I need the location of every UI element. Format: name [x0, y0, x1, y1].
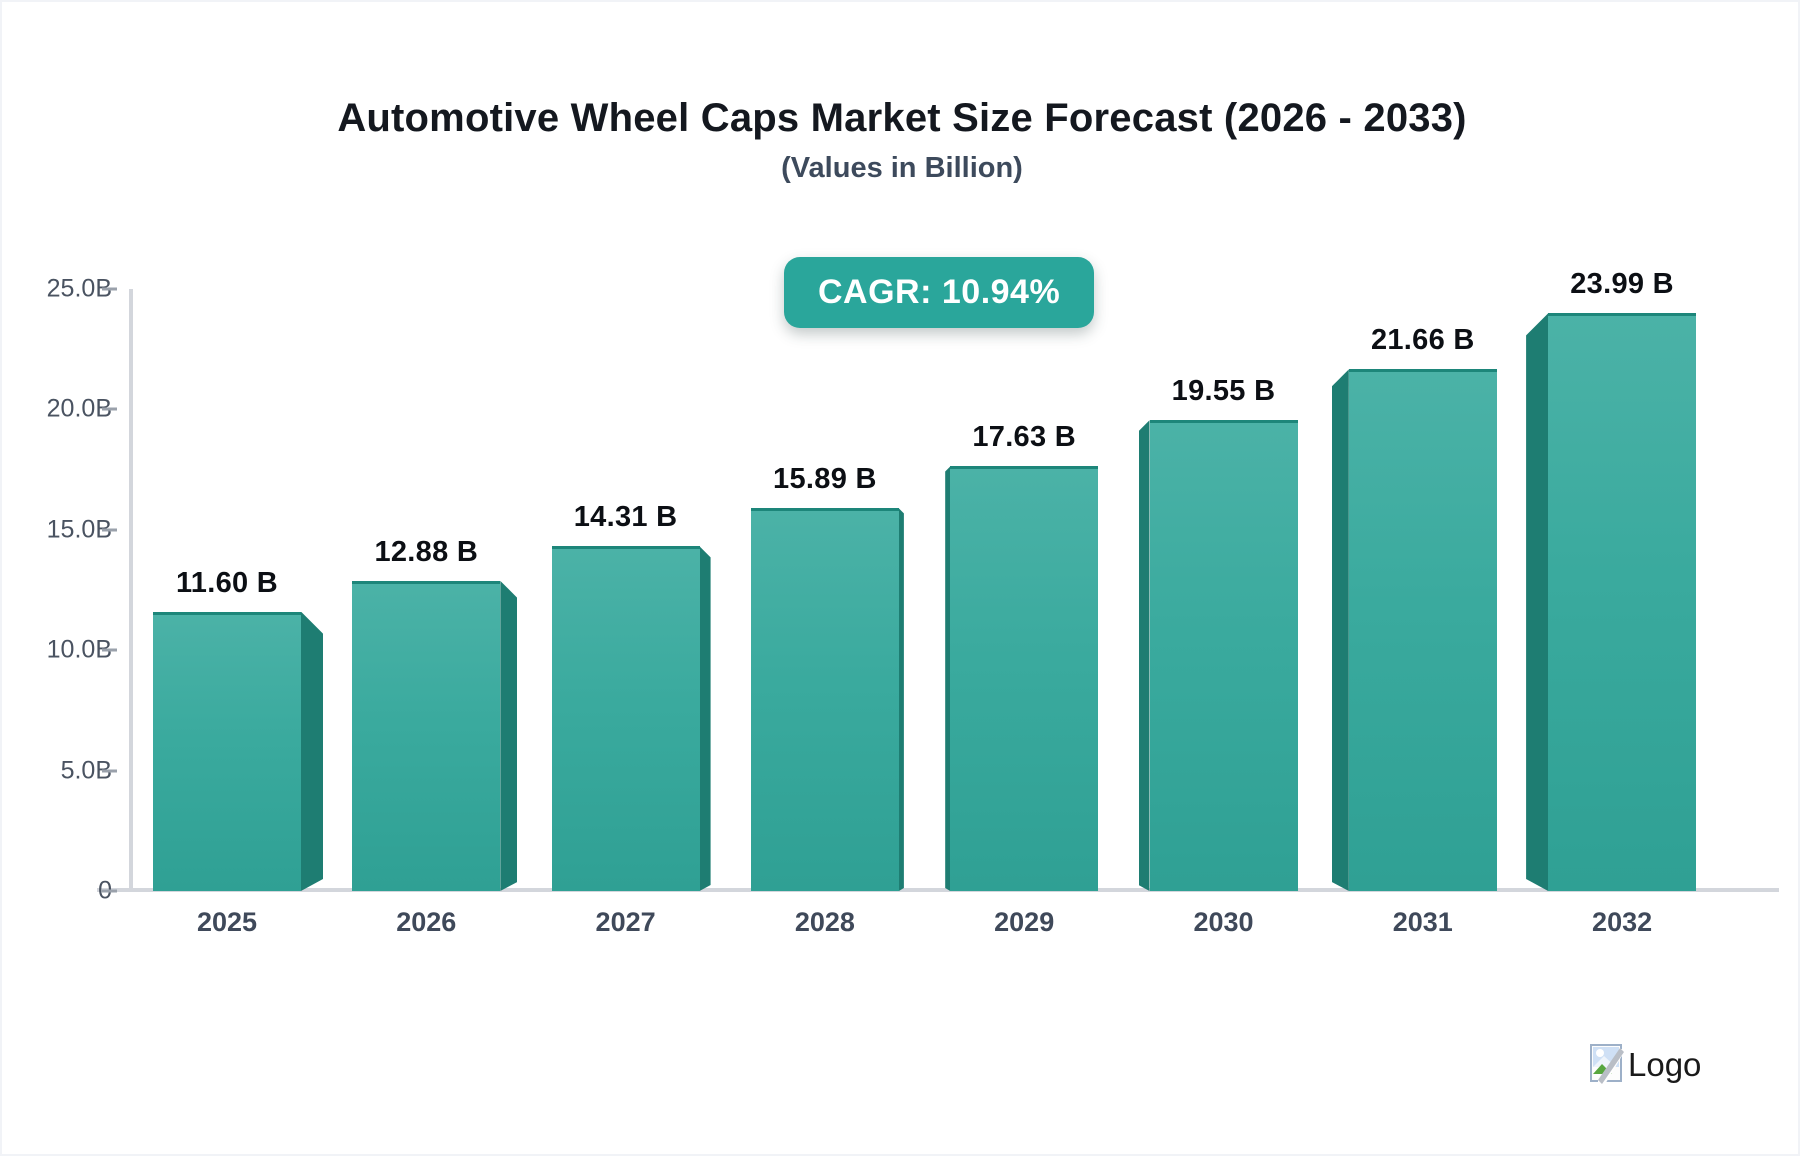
y-axis-label: 10.0B [46, 635, 112, 664]
chart-title: Automotive Wheel Caps Market Size Foreca… [337, 96, 1467, 140]
bar-value-label: 14.31 B [573, 501, 678, 534]
bar-front [750, 508, 899, 891]
broken-image-icon [1590, 1044, 1626, 1086]
logo: Logo [1590, 1044, 1701, 1086]
bar-front [1149, 420, 1298, 891]
x-axis-label: 2031 [1392, 907, 1453, 937]
bar-front [352, 580, 501, 891]
bar-front [551, 546, 700, 891]
bar-value-label: 17.63 B [972, 421, 1077, 454]
bar-value-label: 23.99 B [1570, 268, 1674, 301]
x-axis-label: 2032 [1592, 907, 1653, 937]
bar-front [1548, 313, 1697, 891]
bar-value-label: 15.89 B [773, 463, 877, 496]
x-axis-label: 2028 [794, 907, 855, 937]
bar-side [945, 466, 950, 891]
y-axis-label: 20.0B [46, 394, 112, 423]
y-axis-tick [102, 769, 117, 773]
y-axis-tick [102, 648, 117, 652]
bar-side [1526, 313, 1548, 891]
cagr-badge: CAGR: 10.94% [784, 257, 1095, 328]
y-axis-label: 0 [2, 877, 112, 906]
y-axis-tick [102, 287, 117, 291]
logo-text: Logo [1628, 1046, 1702, 1083]
y-axis-tick [102, 407, 117, 411]
bar-value-label: 11.60 B [175, 566, 279, 599]
bar-side [500, 581, 517, 891]
x-axis-line [97, 888, 1779, 892]
bar-side [301, 612, 323, 891]
bar-value-label: 19.55 B [1171, 375, 1276, 408]
y-axis-label: 15.0B [46, 515, 112, 544]
chart-subtitle: (Values in Billion) [781, 152, 1023, 184]
bar-front [153, 611, 301, 891]
y-axis-line [129, 289, 133, 891]
bar-value-label: 21.66 B [1370, 324, 1475, 357]
bar-front [950, 466, 1099, 891]
x-axis-label: 2026 [396, 907, 457, 937]
y-axis-tick [102, 889, 117, 893]
x-axis-label: 2027 [595, 907, 656, 937]
y-axis-tick [102, 528, 117, 532]
bar-side [1139, 420, 1150, 891]
x-axis-label: 2029 [994, 907, 1055, 937]
bar-side [1332, 369, 1349, 891]
y-axis-label: 25.0B [46, 274, 112, 303]
bar-side [700, 546, 711, 891]
y-axis-label: 5.0B [60, 756, 112, 785]
bar-front [1348, 369, 1497, 891]
x-axis-label: 2030 [1193, 907, 1254, 937]
x-axis-label: 2025 [196, 907, 258, 937]
bar-side [899, 508, 904, 891]
bar-value-label: 12.88 B [374, 535, 479, 568]
